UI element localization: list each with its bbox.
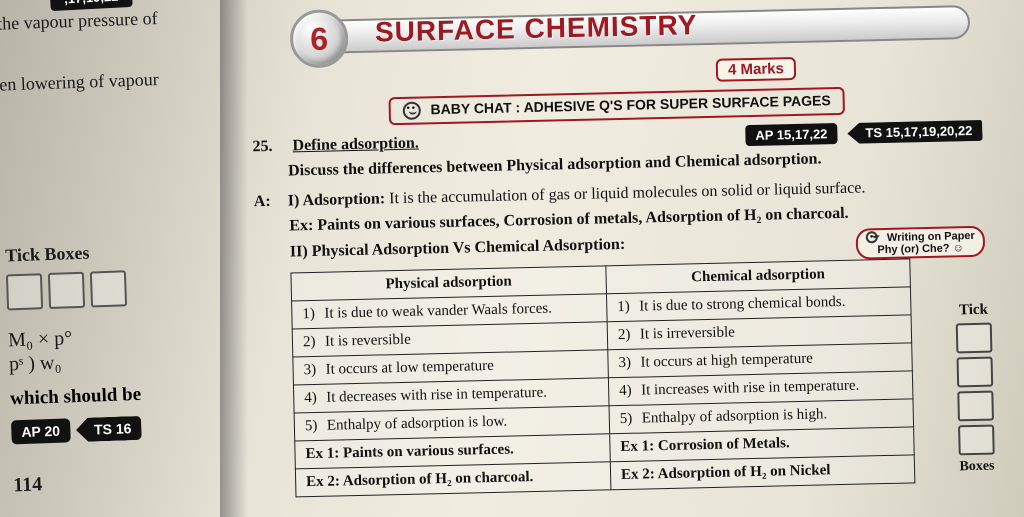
- left-pill-row: AP 20 TS 16: [11, 413, 217, 444]
- left-frag-1: the vapour pressure of: [0, 6, 202, 34]
- left-tick-boxes: [6, 267, 212, 310]
- tick-box[interactable]: [48, 272, 85, 309]
- left-which-should: which should be: [10, 381, 216, 410]
- question-number: 25.: [252, 137, 282, 156]
- page: ,17,19,22 the vapour pressure of en lowe…: [0, 0, 1024, 517]
- tick-box[interactable]: [90, 270, 127, 307]
- ap-pill: AP 20: [11, 418, 70, 444]
- babychat-text: BABY CHAT : ADHESIVE Q'S FOR SUPER SURFA…: [430, 92, 831, 117]
- chapter-number-badge: 6: [289, 9, 348, 68]
- ts-tag: TS 15,17,19,20,22: [847, 120, 982, 144]
- question-text: Define adsorption.: [292, 134, 419, 155]
- adsorption-head: I) Adsorption:: [288, 190, 386, 209]
- page-foot-number: 114: [13, 467, 219, 497]
- tick-box[interactable]: [6, 273, 43, 310]
- left-formula: M₀ × p° pˢ ) w₀: [8, 321, 215, 376]
- adsorption-body: It is the accumulation of gas or liquid …: [389, 179, 866, 207]
- tick-box[interactable]: [957, 391, 994, 422]
- tick-box[interactable]: [958, 425, 995, 456]
- right-tick-label: Tick: [955, 302, 991, 320]
- left-frag-2: en lowering of vapour: [0, 67, 205, 95]
- smiley-icon: [402, 102, 420, 120]
- smiley-icon: [866, 231, 878, 243]
- left-column: the vapour pressure of en lowering of va…: [0, 0, 229, 508]
- adsorption-table: Physical adsorption Chemical adsorption …: [290, 259, 915, 498]
- writing-paper-pill: Writing on Paper Phy (or) Che? ☺: [856, 226, 986, 260]
- babychat-box: BABY CHAT : ADHESIVE Q'S FOR SUPER SURFA…: [388, 87, 845, 126]
- ap-tag: AP 15,17,22: [745, 123, 837, 146]
- right-boxes-label: Boxes: [959, 459, 995, 476]
- tick-box[interactable]: [957, 357, 994, 388]
- main-content: 6 SURFACE CHEMISTRY 4 Marks BABY CHAT : …: [229, 0, 1010, 509]
- part-ii-head: II) Physical Adsorption Vs Chemical Adso…: [290, 236, 626, 261]
- tick-box[interactable]: [956, 323, 993, 354]
- answer-label: A:: [254, 191, 284, 213]
- right-tick-boxes: Tick Boxes: [955, 302, 995, 476]
- ts-pill: TS 16: [76, 416, 142, 442]
- left-tick-label: Tick Boxes: [5, 238, 211, 266]
- marks-box: 4 Marks: [716, 57, 796, 82]
